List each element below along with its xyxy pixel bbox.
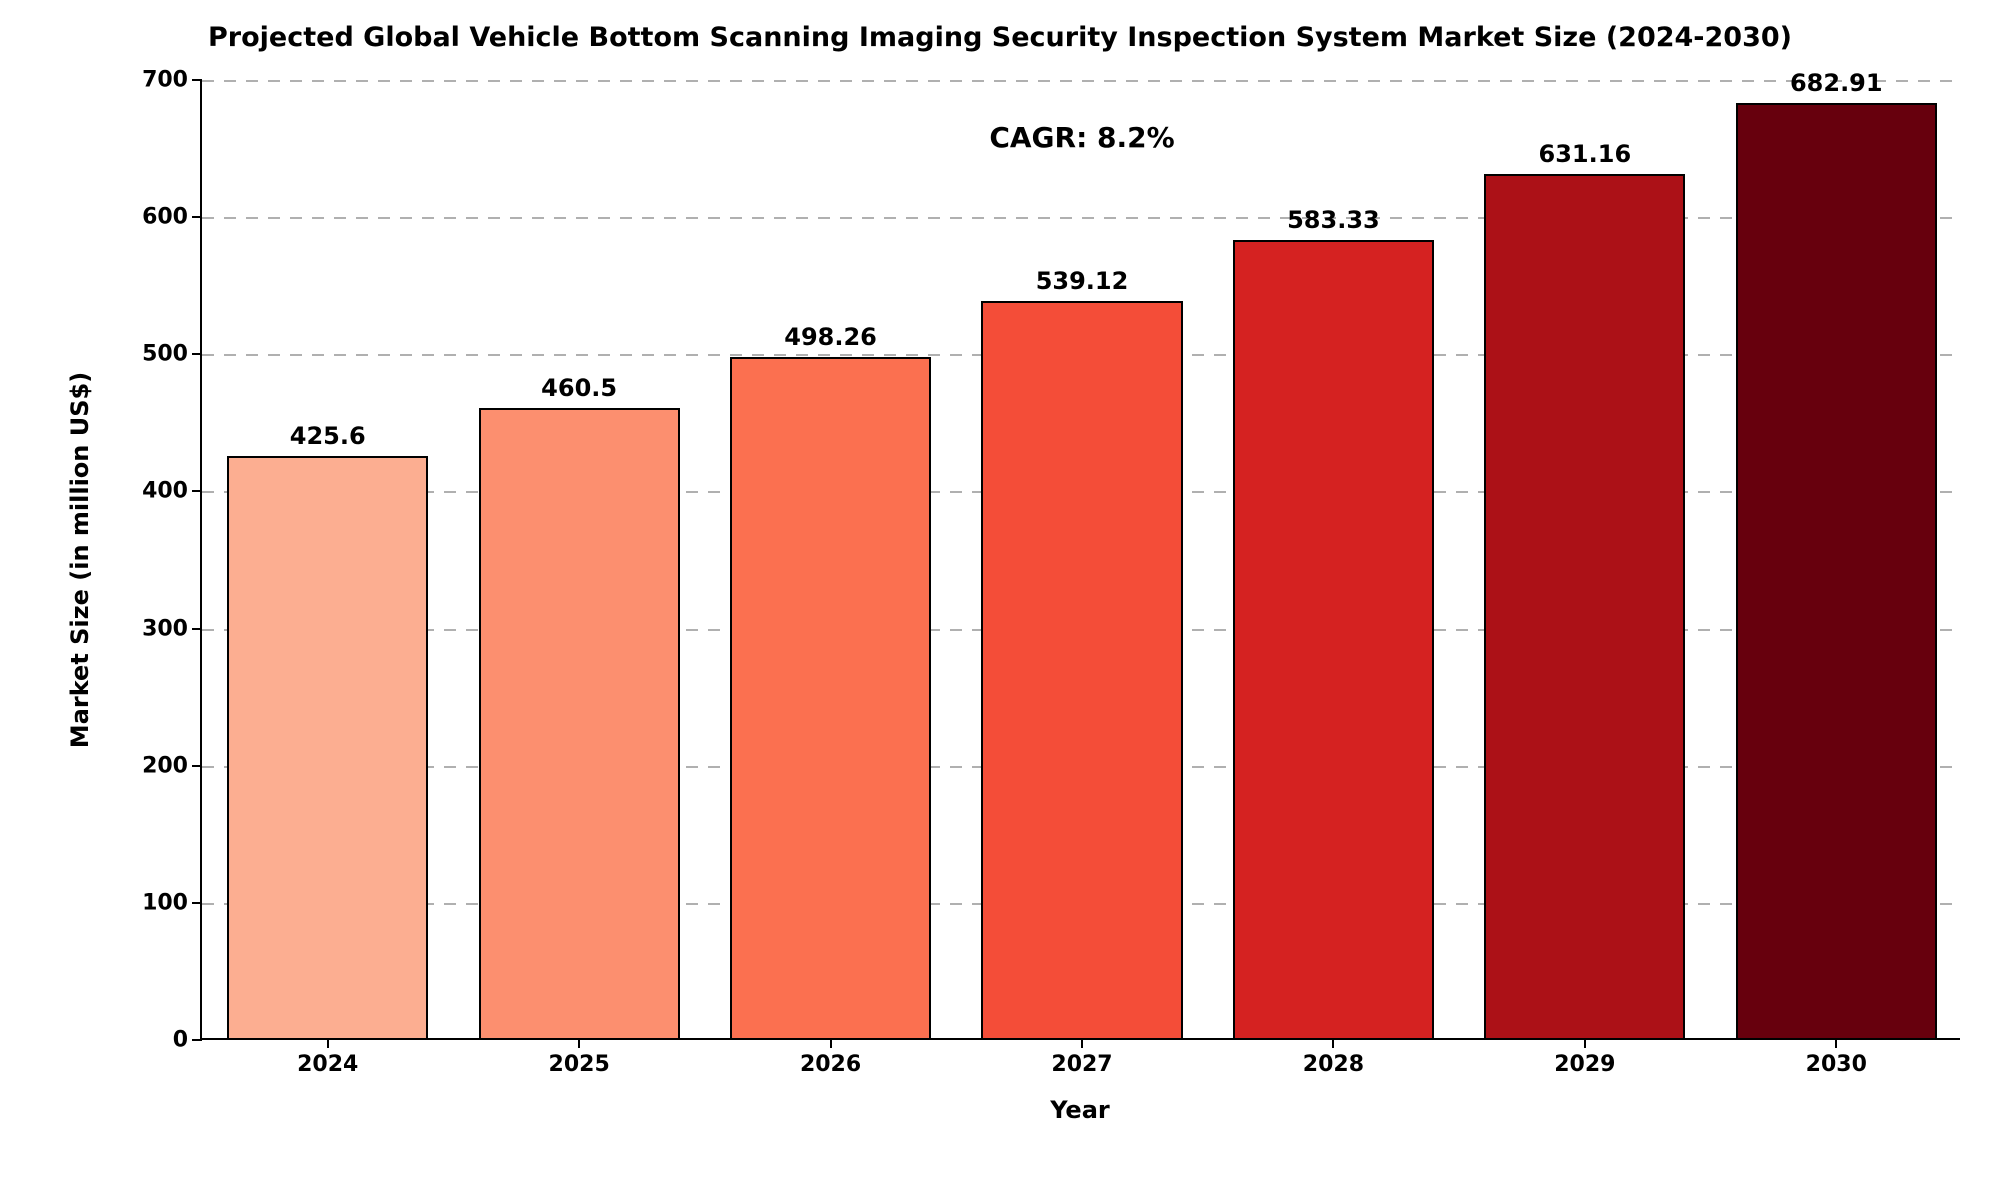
xtick-label: 2029: [1554, 1038, 1615, 1077]
xtick-label: 2024: [297, 1038, 358, 1077]
xtick-label: 2025: [549, 1038, 610, 1077]
bar-value-label: 498.26: [784, 323, 877, 351]
bar: [981, 301, 1182, 1040]
gridline: [202, 217, 1962, 219]
xtick-label: 2026: [800, 1038, 861, 1077]
y-axis-label: Market Size (in million US$): [66, 372, 94, 748]
ytick-label: 700: [142, 68, 202, 93]
bar: [1233, 240, 1434, 1040]
bar-value-label: 460.5: [541, 374, 617, 402]
ytick-label: 100: [142, 890, 202, 915]
bar: [479, 408, 680, 1040]
chart-title: Projected Global Vehicle Bottom Scanning…: [0, 22, 2000, 53]
chart-container: Projected Global Vehicle Bottom Scanning…: [0, 0, 2000, 1200]
bar-value-label: 583.33: [1287, 206, 1380, 234]
bar: [1484, 174, 1685, 1040]
bar: [227, 456, 428, 1040]
bar-value-label: 425.6: [290, 422, 366, 450]
cagr-annotation: CAGR: 8.2%: [989, 121, 1174, 154]
ytick-label: 500: [142, 342, 202, 367]
ytick-label: 200: [142, 753, 202, 778]
bar-value-label: 631.16: [1539, 140, 1632, 168]
ytick-label: 300: [142, 616, 202, 641]
ytick-label: 0: [173, 1028, 202, 1053]
plot-area: 0100200300400500600700425.62024460.52025…: [200, 80, 1960, 1040]
xtick-label: 2030: [1806, 1038, 1867, 1077]
bar: [730, 357, 931, 1040]
bar: [1736, 103, 1937, 1040]
bar-value-label: 539.12: [1036, 267, 1129, 295]
xtick-label: 2027: [1051, 1038, 1112, 1077]
gridline: [202, 80, 1962, 82]
ytick-label: 600: [142, 205, 202, 230]
bar-value-label: 682.91: [1790, 69, 1883, 97]
ytick-label: 400: [142, 479, 202, 504]
x-axis-label: Year: [1050, 1096, 1109, 1124]
xtick-label: 2028: [1303, 1038, 1364, 1077]
